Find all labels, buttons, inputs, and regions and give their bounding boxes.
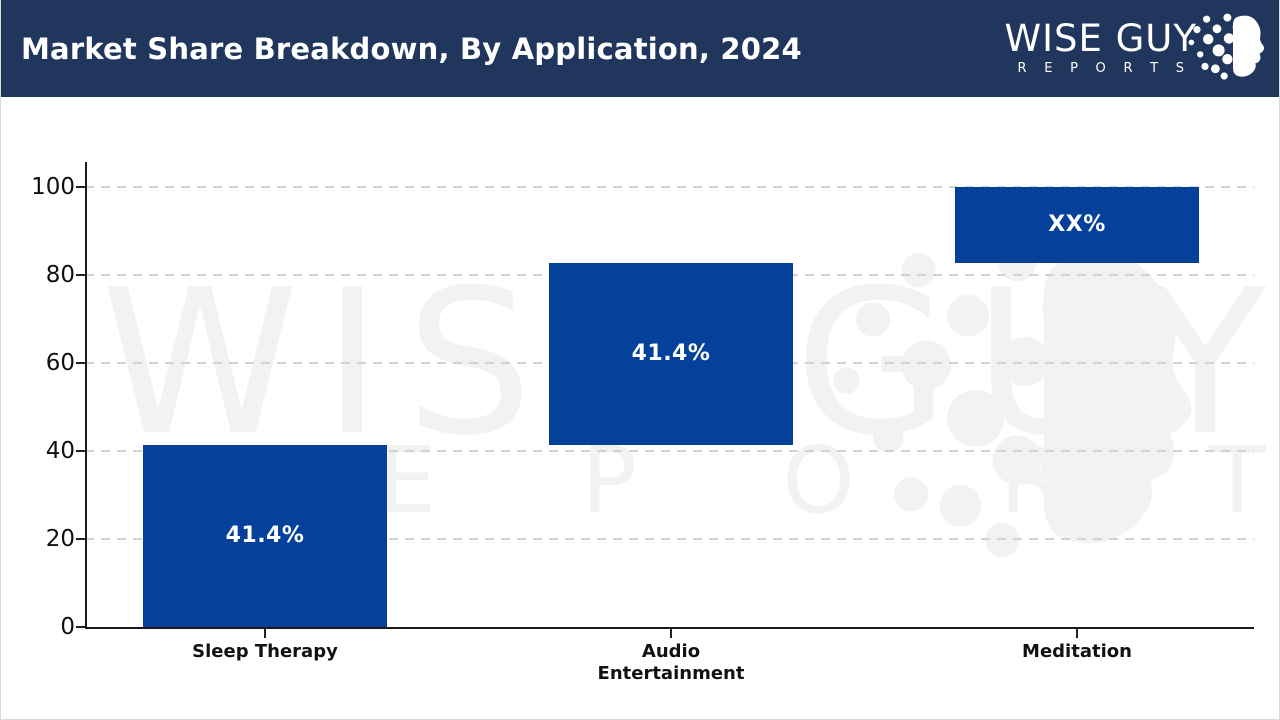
bar-value-label: 41.4% bbox=[225, 523, 305, 549]
bar-value-label: 41.4% bbox=[631, 341, 711, 367]
y-tick-mark bbox=[76, 362, 85, 364]
y-tick-mark bbox=[76, 186, 85, 188]
y-tick-label: 60 bbox=[45, 350, 75, 376]
bar-segment: 41.4% bbox=[549, 262, 793, 445]
y-tick-label: 80 bbox=[45, 262, 75, 288]
bar-value-label: XX% bbox=[1048, 212, 1106, 238]
x-tick-mark bbox=[670, 629, 672, 638]
x-category-label: Meditation bbox=[1022, 641, 1132, 662]
y-tick-mark bbox=[76, 626, 85, 628]
wiseguy-logo: WISE GUY R E P O R T S bbox=[1005, 8, 1265, 88]
y-tick-mark bbox=[76, 450, 85, 452]
y-tick-label: 40 bbox=[45, 438, 75, 464]
x-category-label: Audio Entertainment bbox=[597, 641, 745, 684]
y-tick-mark bbox=[76, 274, 85, 276]
x-tick-mark bbox=[1076, 629, 1078, 638]
bar-segment: 41.4% bbox=[143, 444, 387, 627]
header-bar: Market Share Breakdown, By Application, … bbox=[1, 0, 1279, 97]
x-tick-mark bbox=[264, 629, 266, 638]
x-category-label: Sleep Therapy bbox=[192, 641, 338, 662]
page-title: Market Share Breakdown, By Application, … bbox=[21, 31, 802, 66]
y-tick-label: 20 bbox=[45, 526, 75, 552]
logo-subtitle: R E P O R T S bbox=[1017, 60, 1191, 76]
y-axis-line bbox=[85, 162, 87, 629]
y-tick-label: 100 bbox=[31, 174, 75, 200]
y-tick-label: 0 bbox=[60, 614, 75, 640]
x-axis-line bbox=[85, 627, 1254, 629]
logo-wordmark: WISE GUY bbox=[1004, 17, 1197, 61]
wiseguy-logo-text: WISE GUY R E P O R T S bbox=[1004, 17, 1197, 76]
watermark-head-icon bbox=[833, 243, 1192, 558]
grid-line bbox=[85, 186, 1254, 188]
bar-segment: XX% bbox=[955, 187, 1199, 263]
chart-area: WISE GUY R E P O R T S 02040608010041.4%… bbox=[1, 97, 1279, 719]
wiseguy-head-icon bbox=[1188, 13, 1265, 80]
y-tick-mark bbox=[76, 538, 85, 540]
grid-line bbox=[85, 538, 1254, 540]
grid-line bbox=[85, 450, 1254, 452]
